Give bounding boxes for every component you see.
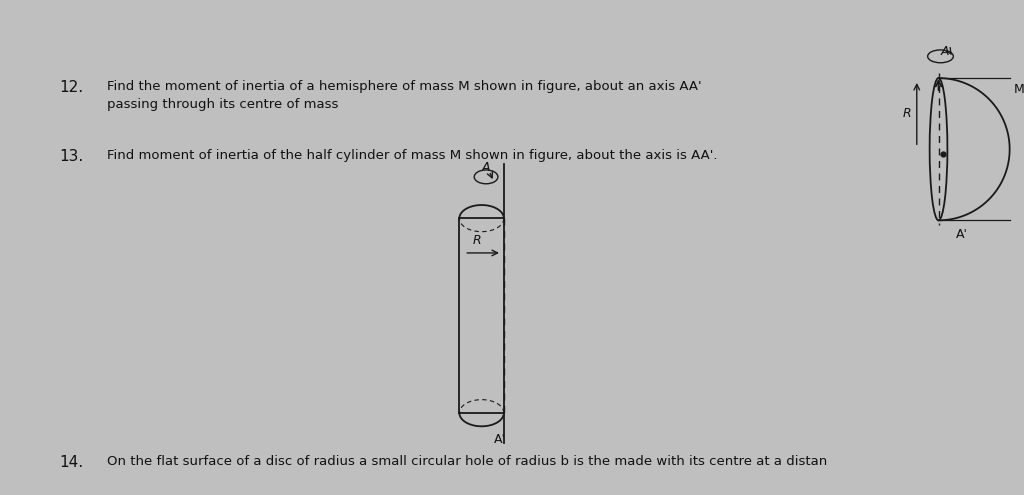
Text: 14.: 14.	[59, 455, 83, 470]
Text: R: R	[902, 107, 911, 120]
Text: R: R	[473, 234, 481, 247]
Text: M: M	[1014, 84, 1024, 97]
Text: passing through its centre of mass: passing through its centre of mass	[106, 98, 338, 111]
Text: Find the moment of inertia of a hemisphere of mass M shown in figure, about an a: Find the moment of inertia of a hemisphe…	[106, 80, 701, 93]
Text: 13.: 13.	[59, 149, 84, 164]
Text: Find moment of inertia of the half cylinder of mass M shown in figure, about the: Find moment of inertia of the half cylin…	[106, 149, 717, 162]
Text: 12.: 12.	[59, 80, 83, 95]
Text: A: A	[940, 46, 948, 58]
Text: A': A'	[956, 228, 969, 241]
Text: A': A'	[494, 433, 506, 446]
Text: On the flat surface of a disc of radius a small circular hole of radius b is the: On the flat surface of a disc of radius …	[106, 455, 827, 468]
Text: A: A	[482, 161, 490, 174]
